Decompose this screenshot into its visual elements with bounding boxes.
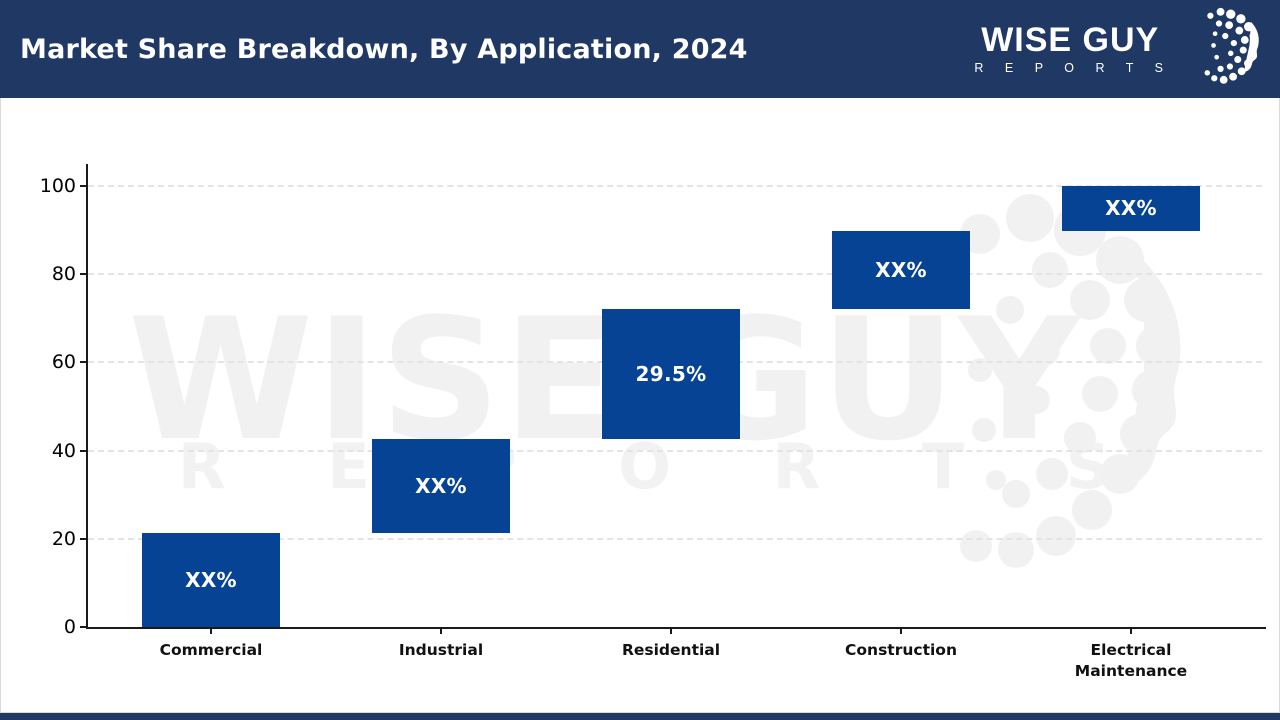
category-label: Industrial (326, 640, 556, 661)
y-tick-mark (80, 273, 88, 276)
bar-value-label: XX% (415, 473, 467, 498)
bar: XX% (1062, 186, 1200, 231)
wiseguy-logo-text: WISE GUY R E P O R T S (968, 23, 1172, 75)
gridline (88, 273, 1262, 276)
y-tick-mark (80, 361, 88, 364)
x-tick-mark (440, 627, 442, 634)
bar-value-label: 29.5% (635, 361, 707, 386)
category-label: Commercial (96, 640, 326, 661)
y-tick-mark (80, 537, 88, 540)
y-tick-label: 20 (51, 527, 76, 550)
category-label-line: Electrical (1090, 641, 1172, 659)
bar: 29.5% (602, 308, 740, 439)
header: Market Share Breakdown, By Application, … (0, 0, 1280, 98)
category-label-line: Industrial (398, 641, 484, 659)
bar: XX% (832, 230, 970, 309)
watermark-tagline: R E P O R T S (178, 430, 1151, 503)
y-tick-label: 60 (51, 351, 76, 374)
y-tick-mark (80, 449, 88, 452)
wiseguy-logo: WISE GUY R E P O R T S (968, 5, 1262, 93)
bar: XX% (142, 533, 280, 627)
category-label: Construction (786, 640, 1016, 661)
x-tick-mark (900, 627, 902, 634)
category-label-line: Maintenance (1074, 662, 1188, 680)
category-label: Electrical Maintenance (1016, 640, 1246, 682)
y-tick-label: 100 (39, 175, 76, 197)
bar-value-label: XX% (875, 257, 927, 282)
bar: XX% (372, 438, 510, 534)
category-label: Residential (556, 640, 786, 661)
y-tick-mark (80, 185, 88, 187)
category-label-line: Construction (845, 641, 957, 659)
x-axis-line (86, 627, 1266, 629)
x-tick-mark (670, 627, 672, 634)
bar-value-label: XX% (185, 568, 237, 593)
gridline (88, 185, 1262, 187)
x-tick-mark (1130, 627, 1132, 634)
logo-dotted-head-icon (1176, 5, 1262, 93)
page-title: Market Share Breakdown, By Application, … (20, 33, 748, 65)
logo-wordmark: WISE GUY (981, 21, 1160, 60)
gridline (88, 449, 1262, 452)
footer-bar (0, 713, 1280, 720)
y-tick-label: 80 (51, 263, 76, 286)
gridline (88, 537, 1262, 540)
y-tick-label: 0 (63, 616, 76, 638)
y-tick-mark (80, 626, 88, 628)
logo-tagline: R E P O R T S (974, 61, 1172, 76)
bar-value-label: XX% (1105, 196, 1157, 221)
x-tick-mark (210, 627, 212, 634)
footer-divider (0, 712, 1280, 713)
y-axis-line (86, 164, 88, 629)
category-label-line: Commercial (159, 641, 263, 659)
y-tick-label: 40 (51, 439, 76, 462)
category-label-line: Residential (621, 641, 721, 659)
